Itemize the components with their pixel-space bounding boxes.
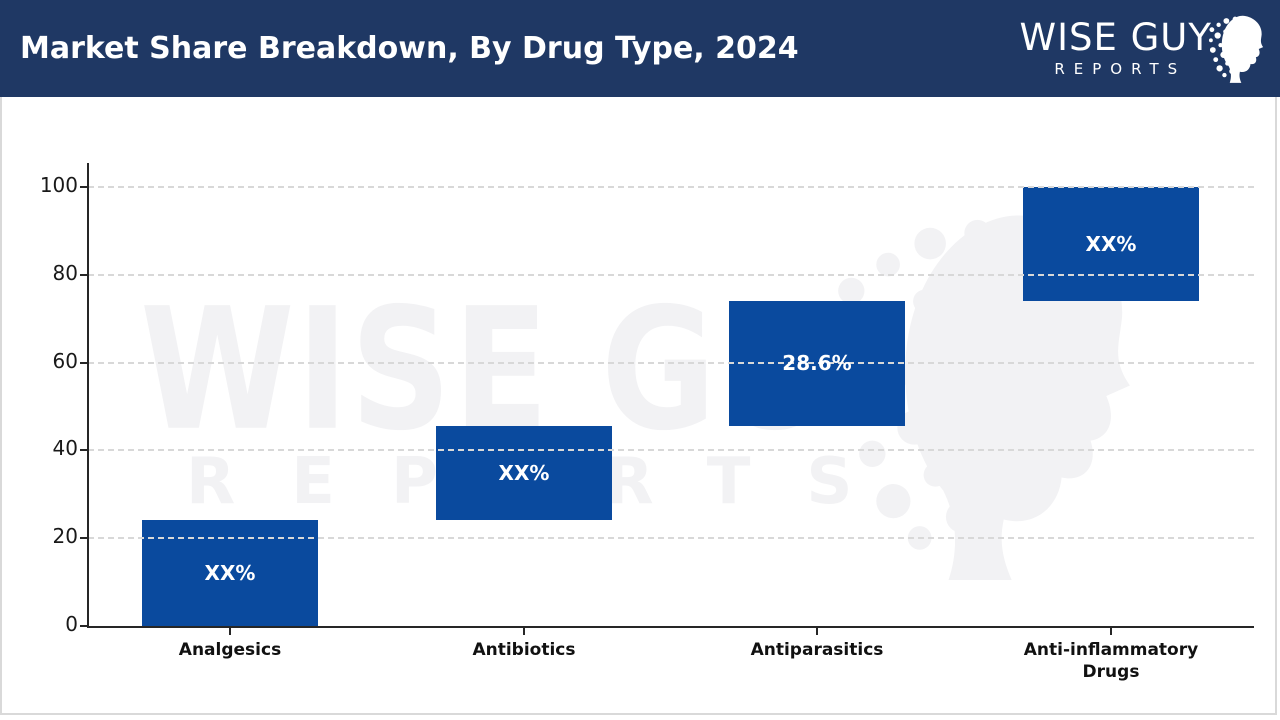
gridline [88, 449, 1254, 452]
gridline [88, 537, 1254, 540]
logo-text: WISE GUY REPORTS [1020, 19, 1212, 78]
y-axis-tick-label: 100 [39, 173, 78, 197]
x-axis-category-label: Antiparasitics [750, 640, 884, 660]
x-axis-category-label: Antibiotics [472, 640, 576, 660]
y-axis-spine [87, 163, 89, 628]
waterfall-bar [436, 426, 612, 521]
header: Market Share Breakdown, By Drug Type, 20… [0, 0, 1280, 97]
x-axis-tick [229, 628, 231, 635]
logo-wordmark: WISE GUY [1019, 16, 1212, 59]
gridline [88, 273, 1254, 276]
x-axis-spine [87, 626, 1254, 628]
y-axis-tick [80, 537, 88, 540]
logo-subtitle: REPORTS [1054, 60, 1187, 78]
y-axis-tick-label: 80 [52, 260, 78, 285]
page-title: Market Share Breakdown, By Drug Type, 20… [20, 31, 799, 66]
y-axis-tick [80, 186, 88, 188]
bar-value-label: XX% [204, 561, 256, 586]
gridline [88, 186, 1254, 188]
y-axis-tick [80, 361, 88, 364]
bar-value-label: XX% [1085, 231, 1137, 256]
x-axis-tick [816, 628, 818, 635]
gridline [88, 361, 1254, 364]
y-axis-tick-label: 40 [52, 436, 78, 461]
y-axis-tick-label: 0 [65, 612, 78, 636]
bar-value-label: XX% [498, 461, 550, 486]
y-axis-tick-label: 20 [52, 524, 78, 549]
y-axis-tick [80, 625, 88, 627]
wiseguy-face-icon [1208, 8, 1266, 90]
y-axis-tick [80, 449, 88, 452]
x-axis-tick [1110, 628, 1112, 635]
y-axis-tick-label: 60 [52, 348, 78, 373]
bar-value-label: 28.6% [782, 351, 852, 376]
wiseguy-reports-logo: WISE GUY REPORTS [1020, 8, 1266, 90]
x-axis-category-label: Anti-inflammatory Drugs [1023, 640, 1199, 683]
y-axis-tick [80, 273, 88, 276]
x-axis-tick [523, 628, 525, 635]
x-axis-category-label: Analgesics [178, 640, 282, 660]
